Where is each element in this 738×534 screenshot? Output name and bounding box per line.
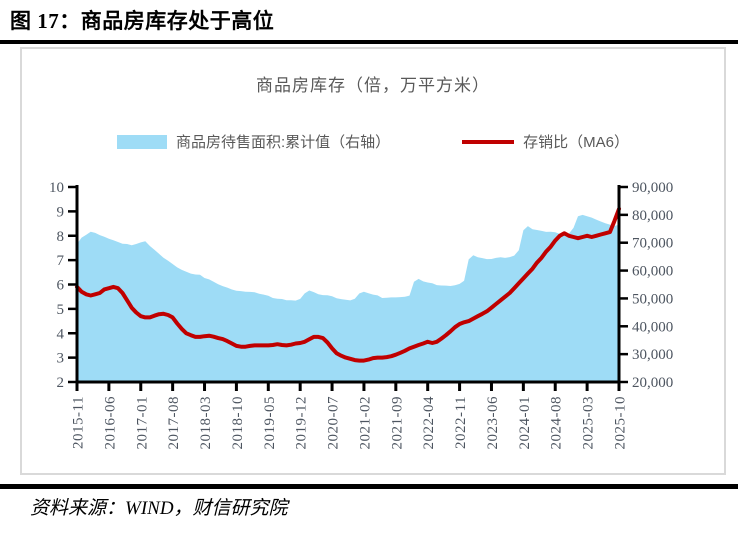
left-axis-tick-label: 4 xyxy=(57,326,65,342)
chart-box: 商品房库存（倍，万平方米） 商品房待售面积:累计值（右轴） 存销比（MA6） 1… xyxy=(20,47,726,475)
x-axis-tick-label: 2017-01 xyxy=(134,396,150,450)
left-axis-tick-label: 9 xyxy=(57,204,65,220)
left-axis-tick-label: 6 xyxy=(57,278,65,294)
legend-entry-line: 存销比（MA6） xyxy=(462,131,629,152)
x-axis-tick-label: 2020-07 xyxy=(326,396,342,450)
area-swatch xyxy=(116,134,167,149)
legend-area-label: 商品房待售面积:累计值（右轴） xyxy=(175,134,391,151)
title-rule xyxy=(0,40,738,44)
x-axis-tick-label: 2021-09 xyxy=(389,396,405,450)
right-axis-tick-label: 40,000 xyxy=(632,319,673,335)
right-axis-tick-label: 60,000 xyxy=(632,264,673,280)
left-axis-tick-label: 3 xyxy=(57,351,65,367)
right-axis-tick-label: 50,000 xyxy=(632,291,673,307)
right-axis-tick-label: 20,000 xyxy=(632,375,673,391)
chart-legend: 商品房待售面积:累计值（右轴） 存销比（MA6） xyxy=(22,131,724,152)
right-axis-tick-label: 30,000 xyxy=(632,347,673,363)
x-axis-tick-label: 2024-01 xyxy=(517,396,533,450)
x-axis-tick-label: 2025-10 xyxy=(613,396,629,450)
plot-svg: 10 9 8 7 6 5 4 3 2 90,000 80,000 70,000 60,000 50,000… xyxy=(49,180,673,450)
right-axis-tick-label: 70,000 xyxy=(632,236,673,252)
x-axis-tick-label: 2023-06 xyxy=(485,396,501,450)
line-swatch xyxy=(462,139,515,144)
figure-title: 图 17：商品房库存处于高位 xyxy=(10,9,275,33)
footer-rule xyxy=(0,484,738,489)
legend-line-label: 存销比（MA6） xyxy=(523,134,629,151)
x-axis-tick-label: 2016-06 xyxy=(102,396,118,450)
left-axis-tick-label: 7 xyxy=(57,253,65,269)
x-axis-tick-label: 2017-08 xyxy=(166,396,182,450)
right-axis-tick-label: 90,000 xyxy=(632,180,673,196)
legend-entry-area: 商品房待售面积:累计值（右轴） xyxy=(116,131,391,152)
x-axis-tick-label: 2022-11 xyxy=(453,396,469,449)
chart-title: 商品房库存（倍，万平方米） xyxy=(256,76,490,95)
x-axis-tick-label: 2018-03 xyxy=(198,396,214,450)
line-series xyxy=(75,206,621,363)
left-axis-tick-label: 10 xyxy=(49,180,64,196)
source-note: 资料来源：WIND，财信研究院 xyxy=(30,498,288,519)
x-axis-tick-label: 2024-08 xyxy=(549,396,565,450)
x-axis-tick-label: 2019-05 xyxy=(262,396,278,450)
left-axis-tick-label: 2 xyxy=(57,375,65,391)
x-axis-tick-label: 2018-10 xyxy=(230,396,246,450)
x-axis-tick-label: 2021-02 xyxy=(357,396,373,450)
left-axis-tick-label: 5 xyxy=(57,302,65,318)
left-axis-tick-label: 8 xyxy=(57,229,65,245)
x-axis-tick-label: 2015-11 xyxy=(71,396,87,449)
right-axis-tick-label: 80,000 xyxy=(632,208,673,224)
x-axis-tick-label: 2019-12 xyxy=(294,396,310,450)
area-series xyxy=(77,214,619,382)
x-axis-tick-label: 2022-04 xyxy=(421,396,437,450)
x-axis-tick-label: 2025-03 xyxy=(581,396,597,450)
